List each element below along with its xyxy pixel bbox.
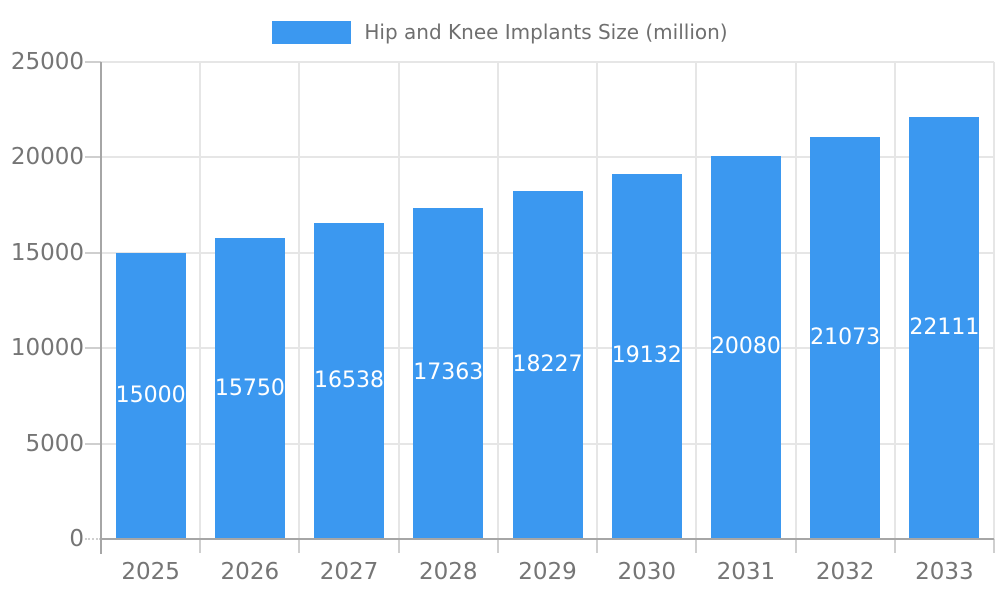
x-gridline <box>893 62 896 539</box>
y-gridline <box>101 156 994 159</box>
bar-value-label: 15750 <box>214 375 285 401</box>
bar-2027[interactable] <box>314 223 385 539</box>
bar-2032[interactable] <box>810 136 881 539</box>
x-axis-tick <box>496 539 499 553</box>
x-axis-tick-label: 2028 <box>418 559 478 585</box>
x-gridline <box>794 62 797 539</box>
bar-value-label: 17363 <box>413 360 484 386</box>
x-axis-tick-label: 2032 <box>815 559 875 585</box>
y-axis-tick <box>85 347 101 350</box>
bar-2029[interactable] <box>512 191 583 539</box>
x-gridline <box>993 62 995 539</box>
x-axis-tick <box>596 539 599 553</box>
y-axis-tick-label: 10000 <box>10 335 84 362</box>
x-axis-tick <box>298 539 301 553</box>
x-gridline <box>596 62 599 539</box>
y-axis-line <box>100 62 102 554</box>
y-axis-tick-label: 0 <box>69 526 84 552</box>
x-gridline <box>397 62 400 539</box>
y-gridline <box>101 61 994 63</box>
y-axis-tick-label: 20000 <box>10 144 84 171</box>
bar-2033[interactable] <box>909 117 980 539</box>
x-axis-tick <box>993 539 995 553</box>
legend-item[interactable]: Hip and Knee Implants Size (million) <box>0 17 1000 47</box>
legend-label: Hip and Knee Implants Size (million) <box>364 19 728 44</box>
y-axis-tick <box>85 61 101 63</box>
bar-2030[interactable] <box>611 173 682 539</box>
x-axis-tick <box>695 539 698 553</box>
bar-value-label: 20080 <box>710 334 781 360</box>
bar-2025[interactable] <box>115 252 186 539</box>
x-axis-line <box>101 538 994 540</box>
x-axis-tick <box>199 539 202 553</box>
x-axis-tick-label: 2029 <box>518 559 577 585</box>
y-axis-tick <box>85 538 101 540</box>
bar-2028[interactable] <box>413 207 484 539</box>
x-axis-tick-label: 2027 <box>319 559 379 585</box>
bar-value-label: 21073 <box>810 324 881 350</box>
bar-value-label: 19132 <box>611 343 682 369</box>
x-axis-tick-label: 2030 <box>617 559 676 585</box>
x-axis-tick <box>893 539 896 553</box>
bar-value-label: 18227 <box>512 352 583 378</box>
x-axis-tick <box>397 539 400 553</box>
x-gridline <box>695 62 698 539</box>
legend-swatch <box>272 20 352 44</box>
x-gridline <box>496 62 499 539</box>
y-axis-tick-label: 15000 <box>10 239 84 266</box>
bar-2026[interactable] <box>214 238 285 539</box>
x-gridline <box>298 62 301 539</box>
plot-area: 15000 15750 16538 17363 18227 19132 20080 21073… <box>101 61 995 539</box>
bar-2031[interactable] <box>710 155 781 539</box>
bar-value-label: 22111 <box>909 315 980 341</box>
bar-value-label: 15000 <box>115 382 186 408</box>
x-axis-tick-label: 2031 <box>716 559 776 585</box>
x-axis-tick-label: 2033 <box>915 559 974 585</box>
x-axis-tick-label: 2026 <box>220 559 280 585</box>
x-axis-tick-label: 2025 <box>121 559 180 585</box>
y-axis-tick <box>85 251 101 254</box>
x-gridline <box>199 62 202 539</box>
y-axis-tick-label: 25000 <box>10 49 84 75</box>
y-axis-tick <box>85 156 101 159</box>
y-axis-tick <box>85 442 101 445</box>
x-axis-tick <box>794 539 797 553</box>
y-axis-tick-label: 5000 <box>25 430 84 457</box>
bar-value-label: 16538 <box>314 368 385 394</box>
